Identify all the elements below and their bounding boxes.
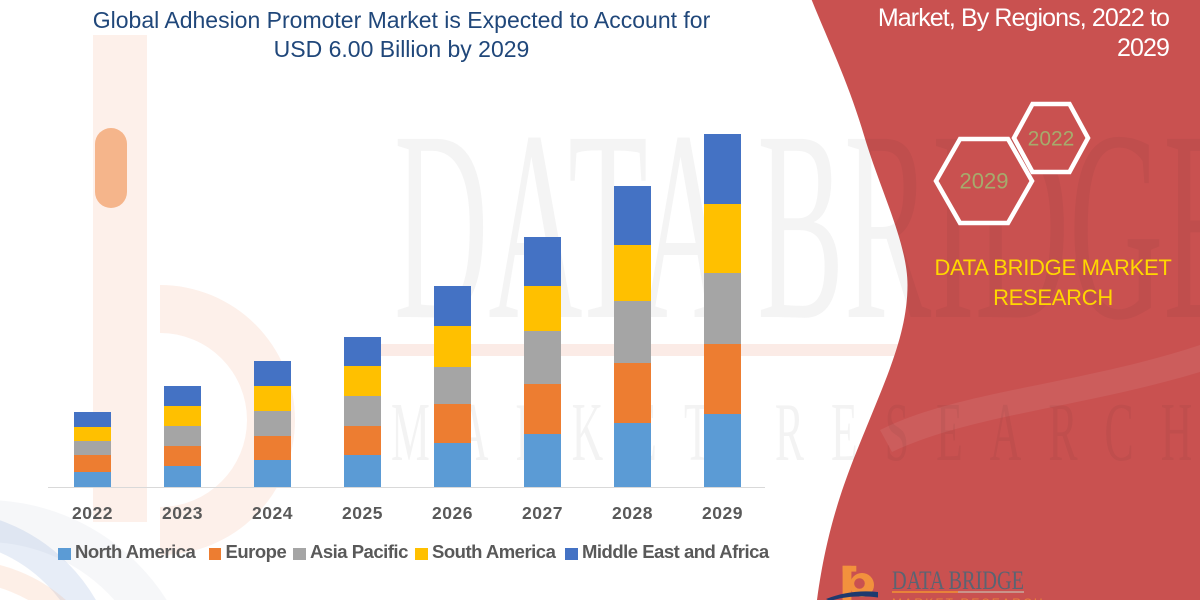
svg-text:2029: 2029 — [960, 169, 1009, 194]
svg-text:MARKET RESEARCH: MARKET RESEARCH — [892, 596, 1045, 600]
svg-text:2022: 2022 — [1028, 128, 1075, 151]
svg-text:DATA BRIDGE: DATA BRIDGE — [892, 566, 1024, 595]
